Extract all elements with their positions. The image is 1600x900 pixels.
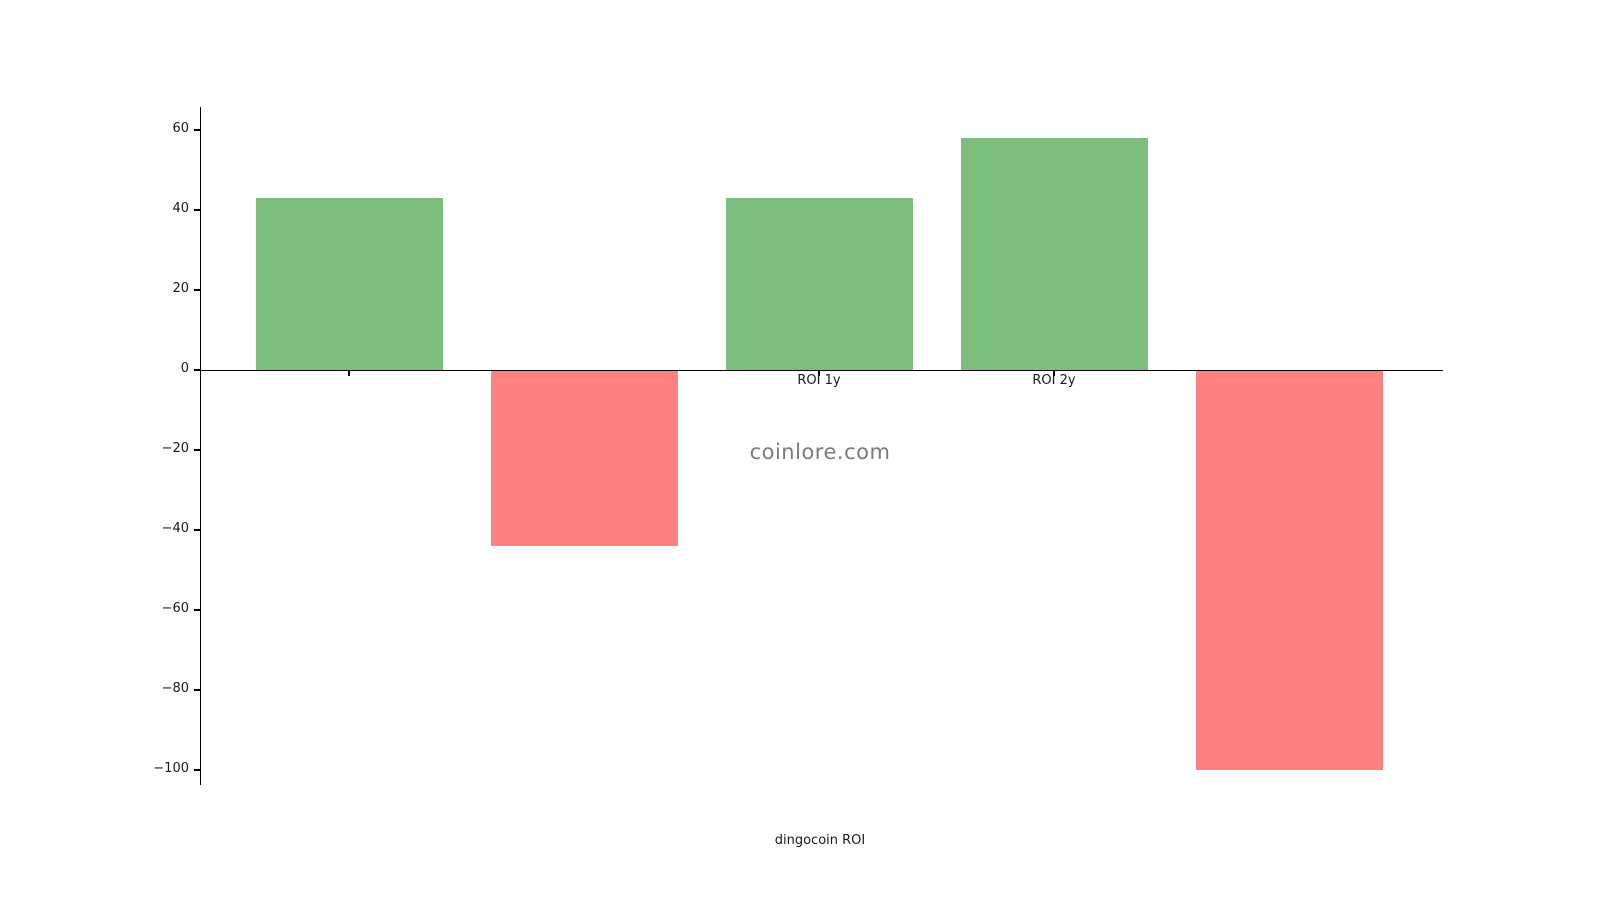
y-tick-mark	[194, 529, 200, 531]
y-tick-mark	[194, 209, 200, 211]
plot-area: 60 40 20 0 −20 −40 −60 −80 −100 ROI 1y ROI 2y	[153, 107, 1443, 785]
y-tick-label: −80	[161, 681, 189, 696]
x-axis-zero-line	[200, 370, 1443, 372]
watermark-text: coinlore.com	[749, 440, 891, 464]
y-tick-mark	[194, 369, 200, 371]
x-axis-title: dingocoin ROI	[774, 833, 866, 848]
positive-roi-bar	[255, 198, 443, 370]
y-tick-label: −40	[161, 521, 189, 536]
x-tick-mark	[348, 370, 350, 376]
x-tick-mark	[818, 370, 820, 376]
y-tick-mark	[194, 289, 200, 291]
y-axis-spine	[200, 107, 202, 785]
y-tick-label: 60	[172, 121, 189, 136]
y-tick-mark	[194, 129, 200, 131]
y-tick-mark	[194, 689, 200, 691]
positive-roi-bar	[960, 138, 1148, 370]
x-tick-label: ROI 2y	[1032, 373, 1076, 388]
y-tick-mark	[194, 449, 200, 451]
positive-roi-bar	[725, 198, 913, 370]
y-tick-label: 20	[172, 281, 189, 296]
y-tick-label: 0	[180, 361, 189, 376]
negative-roi-bar	[490, 370, 678, 546]
x-tick-label: ROI 1y	[797, 373, 841, 388]
y-tick-label: −20	[161, 441, 189, 456]
y-tick-mark	[194, 609, 200, 611]
y-tick-label: 40	[172, 201, 189, 216]
negative-roi-bar	[1195, 370, 1383, 770]
y-tick-mark	[194, 769, 200, 771]
x-tick-mark	[1053, 370, 1055, 376]
y-tick-label: −60	[161, 601, 189, 616]
y-tick-label: −100	[153, 761, 189, 776]
